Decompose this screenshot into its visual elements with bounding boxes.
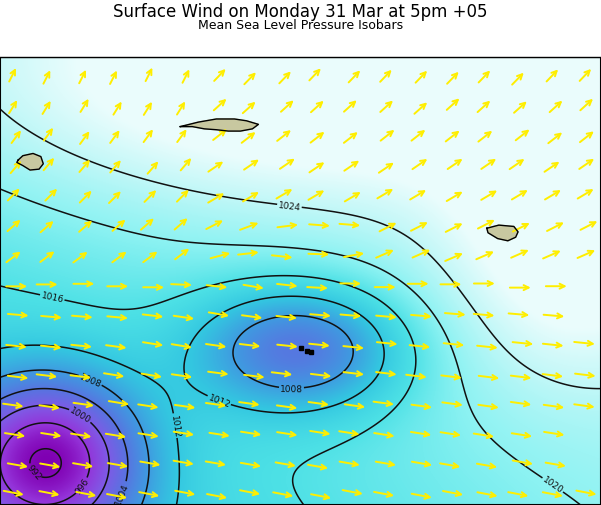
Text: Mean Sea Level Pressure Isobars: Mean Sea Level Pressure Isobars — [198, 19, 403, 32]
Text: 1024: 1024 — [278, 200, 301, 212]
Text: 1008: 1008 — [280, 384, 303, 393]
Polygon shape — [180, 120, 258, 132]
Text: 992: 992 — [25, 463, 42, 482]
Text: 1016: 1016 — [40, 291, 64, 305]
Text: 1012: 1012 — [207, 392, 231, 409]
Text: 1004: 1004 — [114, 481, 131, 505]
Polygon shape — [487, 226, 518, 241]
Text: 1012: 1012 — [169, 414, 182, 438]
Text: 1020: 1020 — [541, 475, 565, 495]
Text: Surface Wind on Monday 31 Mar at 5pm +05: Surface Wind on Monday 31 Mar at 5pm +05 — [113, 3, 488, 21]
Text: 1000: 1000 — [69, 406, 93, 425]
Text: 1008: 1008 — [78, 371, 103, 389]
Text: 996: 996 — [74, 476, 91, 495]
Polygon shape — [17, 154, 43, 171]
